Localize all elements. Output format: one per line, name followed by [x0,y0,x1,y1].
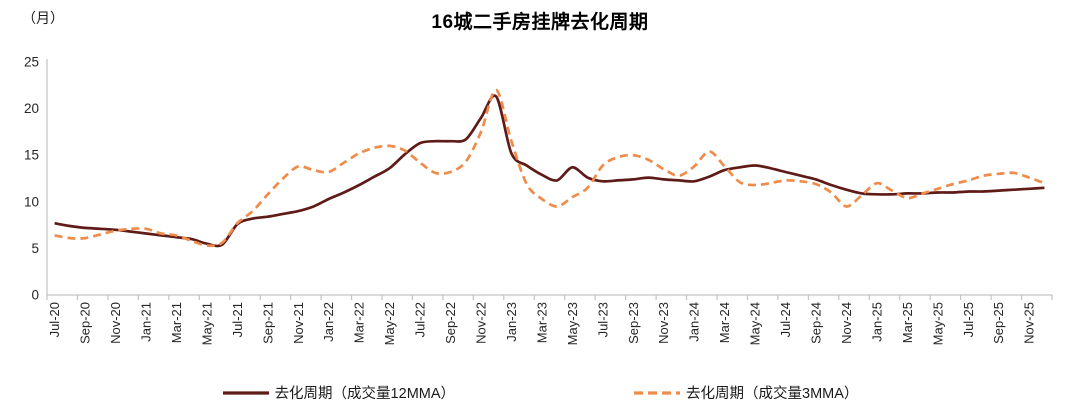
svg-text:May-23: May-23 [565,302,580,345]
svg-text:Jul-20: Jul-20 [47,302,62,337]
legend-item-12mma: 去化周期（成交量12MMA） [222,382,455,403]
solid-line-swatch [222,390,269,395]
svg-text:Mar-23: Mar-23 [534,302,549,343]
svg-text:Nov-24: Nov-24 [839,302,854,344]
series-line-3mma [54,88,1045,248]
svg-text:15: 15 [24,148,39,163]
svg-text:Sep-22: Sep-22 [443,302,458,344]
svg-text:Mar-21: Mar-21 [169,302,184,343]
svg-text:Sep-25: Sep-25 [991,302,1006,344]
svg-text:20: 20 [24,101,39,116]
svg-text:Jul-22: Jul-22 [413,302,428,337]
dashed-line-swatch [634,390,681,395]
svg-text:May-24: May-24 [748,302,763,345]
svg-text:Nov-21: Nov-21 [291,302,306,344]
svg-text:Nov-23: Nov-23 [656,302,671,344]
legend-label-3mma: 去化周期（成交量3MMA） [686,386,859,402]
svg-text:Mar-24: Mar-24 [717,302,732,343]
svg-text:Sep-21: Sep-21 [260,302,275,344]
svg-text:Nov-22: Nov-22 [473,302,488,344]
svg-text:Jan-24: Jan-24 [687,302,702,342]
series-line-12mma [54,94,1045,248]
legend-label-12mma: 去化周期（成交量12MMA） [274,386,456,402]
svg-text:10: 10 [24,194,39,209]
svg-text:Jul-24: Jul-24 [778,302,793,337]
svg-text:Jul-21: Jul-21 [230,302,245,337]
svg-text:Nov-25: Nov-25 [1022,302,1037,344]
svg-text:Sep-20: Sep-20 [78,302,93,344]
svg-text:May-21: May-21 [199,302,214,345]
svg-text:Jan-23: Jan-23 [504,302,519,342]
svg-text:Nov-20: Nov-20 [108,302,123,344]
svg-text:5: 5 [31,241,39,256]
axes [46,59,1053,300]
svg-text:May-25: May-25 [930,302,945,345]
svg-text:Mar-22: Mar-22 [352,302,367,343]
legend-item-3mma: 去化周期（成交量3MMA） [633,382,858,403]
y-axis-unit-label: （月） [22,10,64,26]
chart-title: 16城二手房挂牌去化周期 [431,12,649,33]
svg-text:Mar-25: Mar-25 [900,302,915,343]
y-axis-labels: 0 5 10 15 20 25 [24,55,39,303]
svg-text:Jan-21: Jan-21 [138,302,153,342]
svg-text:May-22: May-22 [382,302,397,345]
x-axis-labels: Jul-20 Sep-20 Nov-20 Jan-21 Mar-21 May-21 Jul-… [47,302,1037,345]
svg-text:Jan-22: Jan-22 [321,302,336,342]
svg-text:Sep-24: Sep-24 [808,302,823,344]
svg-text:25: 25 [24,55,39,70]
svg-text:0: 0 [31,288,39,303]
svg-text:Jan-25: Jan-25 [869,302,884,342]
svg-text:Jul-25: Jul-25 [961,302,976,337]
chart-legend: 去化周期（成交量12MMA） 去化周期（成交量3MMA） [0,382,1080,403]
svg-text:Jul-23: Jul-23 [595,302,610,337]
svg-text:Sep-23: Sep-23 [626,302,641,344]
